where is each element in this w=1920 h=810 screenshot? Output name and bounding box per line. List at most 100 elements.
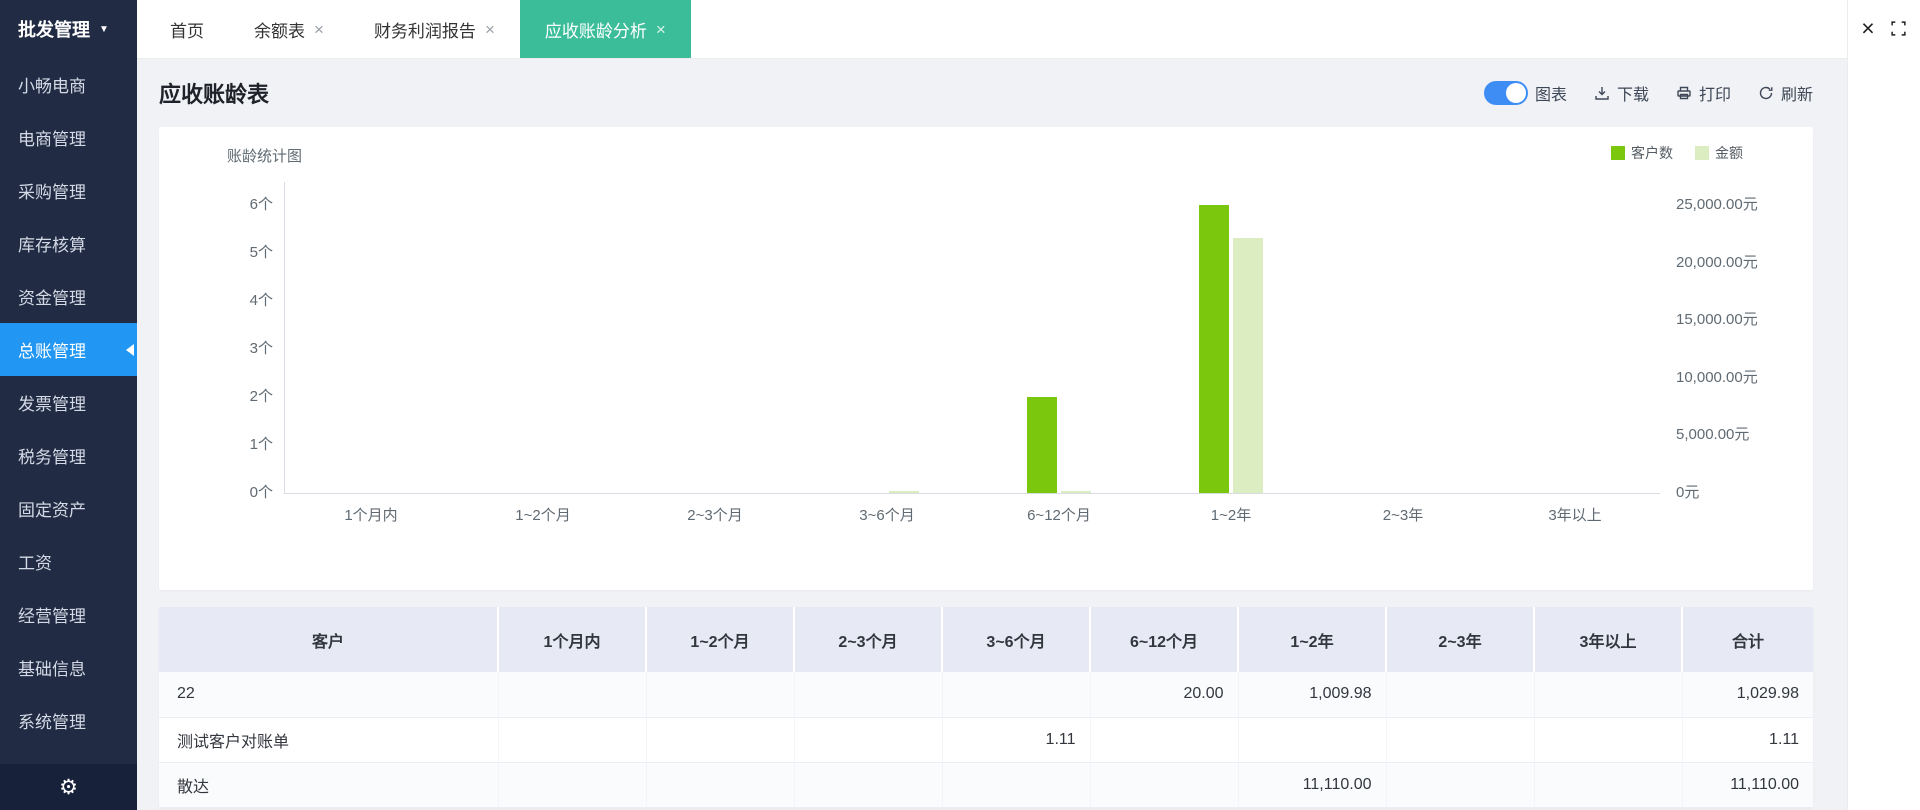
cell-value [646,717,795,763]
tab-应收账龄分析[interactable]: 应收账龄分析 × [519,0,691,58]
toggle-switch[interactable] [1483,81,1528,105]
sidebar-item-小畅电商[interactable]: 小畅电商 [0,58,137,111]
chart-legend: 客户数 金额 [1611,143,1743,163]
cell-value [794,717,943,763]
print-icon [1676,85,1692,101]
sidebar-item-资金管理[interactable]: 资金管理 [0,270,137,323]
chevron-down-icon: ▼ [99,23,109,35]
cell-value [498,762,647,808]
sidebar-item-工资[interactable]: 工资 [0,535,137,588]
close-icon[interactable]: × [1861,15,1875,41]
sidebar-item-label: 电商管理 [18,130,86,149]
cell-value [794,762,943,808]
window-controls: × [1847,0,1920,810]
sidebar-module-label: 批发管理 [18,20,90,40]
cell-value [942,672,1091,718]
tab-label: 首页 [170,21,204,41]
cell-value [646,672,795,718]
cell-value [1386,672,1535,718]
cell-value [1090,717,1239,763]
sidebar-item-label: 采购管理 [18,183,86,202]
cell-value [1090,762,1239,808]
refresh-button[interactable]: 刷新 [1758,81,1813,105]
sidebar-item-总账管理[interactable]: 总账管理 [0,323,137,376]
sidebar-item-电商管理[interactable]: 电商管理 [0,111,137,164]
chart-bar-金额 [1233,238,1263,493]
axis-tick-right: 5,000.00元 [1676,426,1750,444]
cell-value: 1,009.98 [1238,672,1387,718]
tab-label: 余额表 [254,21,305,41]
sidebar-footer: ⚙ [0,764,137,810]
sidebar-item-label: 经营管理 [18,607,86,626]
print-label: 打印 [1698,87,1731,104]
toggle-knob [1505,83,1526,103]
page-header: 应收账龄表 图表 下载 打印 [159,59,1813,127]
axis-tick-left: 0个 [249,484,273,501]
sidebar-item-系统管理[interactable]: 系统管理 [0,694,137,747]
chart-view-toggle[interactable]: 图表 [1483,81,1567,105]
sidebar-item-固定资产[interactable]: 固定资产 [0,482,137,535]
sidebar-item-税务管理[interactable]: 税务管理 [0,429,137,482]
cell-value: 20.00 [1090,672,1239,718]
axis-tick-right: 20,000.00元 [1676,253,1758,271]
sidebar-item-label: 基础信息 [18,660,86,679]
cell-value: 1,029.98 [1682,672,1813,718]
cell-value: 1.11 [1682,717,1813,763]
column-header-3~6个月: 3~6个月 [942,607,1091,672]
sidebar-item-库存核算[interactable]: 库存核算 [0,217,137,270]
sidebar-item-采购管理[interactable]: 采购管理 [0,164,137,217]
axis-tick-right: 25,000.00元 [1676,196,1758,213]
sidebar-item-label: 小畅电商 [18,77,86,96]
axis-tick-left: 3个 [249,340,273,357]
print-button[interactable]: 打印 [1676,81,1731,105]
cell-value: 1.11 [942,717,1091,763]
sidebar-module-switcher[interactable]: 批发管理 ▼ [0,0,137,58]
main-area: 首页 余额表 × 财务利润报告 × 应收账龄分析 × 应收账龄表 图表 下载 打 [137,0,1847,810]
sidebar-item-label: 库存核算 [18,236,86,255]
column-header-2~3年: 2~3年 [1386,607,1535,672]
table-row[interactable]: 测试客户对账单 1.11 1.11 [159,717,1813,763]
tab-close-icon[interactable]: × [484,19,495,39]
tab-余额表[interactable]: 余额表 × [229,0,349,58]
axis-label-x: 3~6个月 [859,507,915,524]
sidebar-item-基础信息[interactable]: 基础信息 [0,641,137,694]
sidebar-item-label: 资金管理 [18,289,86,308]
axis-tick-left: 4个 [249,292,273,309]
refresh-icon [1758,85,1774,101]
axis-tick-left: 6个 [249,196,273,213]
tab-close-icon[interactable]: × [655,19,666,39]
legend-item-金额[interactable]: 金额 [1695,143,1743,163]
table-row[interactable]: 22 20.00 1,009.98 1,029.98 [159,672,1813,718]
fullscreen-icon[interactable] [1890,20,1907,42]
axis-tick-left: 2个 [249,388,273,405]
column-header-1~2年: 1~2年 [1238,607,1387,672]
cell-value [1534,717,1683,763]
column-header-合计: 合计 [1682,607,1813,672]
tab-首页[interactable]: 首页 [145,0,229,58]
axis-tick-right: 0元 [1676,484,1700,501]
column-header-2~3个月: 2~3个月 [794,607,943,672]
chart-bar-金额 [1061,491,1091,493]
cell-value [1386,762,1535,808]
cell-value [1386,717,1535,763]
tab-close-icon[interactable]: × [314,19,324,39]
tab-财务利润报告[interactable]: 财务利润报告 × [349,0,520,58]
toggle-label: 图表 [1534,87,1567,104]
download-button[interactable]: 下载 [1594,81,1649,105]
axis-tick-left: 1个 [249,436,273,453]
cell-customer: 散达 [159,762,499,808]
legend-item-客户数[interactable]: 客户数 [1611,143,1673,163]
cell-value [498,672,647,718]
sidebar-item-发票管理[interactable]: 发票管理 [0,376,137,429]
settings-gear-icon[interactable]: ⚙ [59,775,78,799]
active-marker-icon [126,343,134,356]
table-row[interactable]: 散达 11,110.00 11,110.00 [159,762,1813,808]
axis-label-x: 3年以上 [1548,507,1602,524]
axis-label-x: 6~12个月 [1027,507,1091,524]
cell-value: 11,110.00 [1238,762,1387,808]
column-header-1个月内: 1个月内 [498,607,647,672]
axis-label-x: 1~2年 [1210,507,1252,524]
sidebar-item-label: 系统管理 [18,713,86,732]
sidebar-item-经营管理[interactable]: 经营管理 [0,588,137,641]
